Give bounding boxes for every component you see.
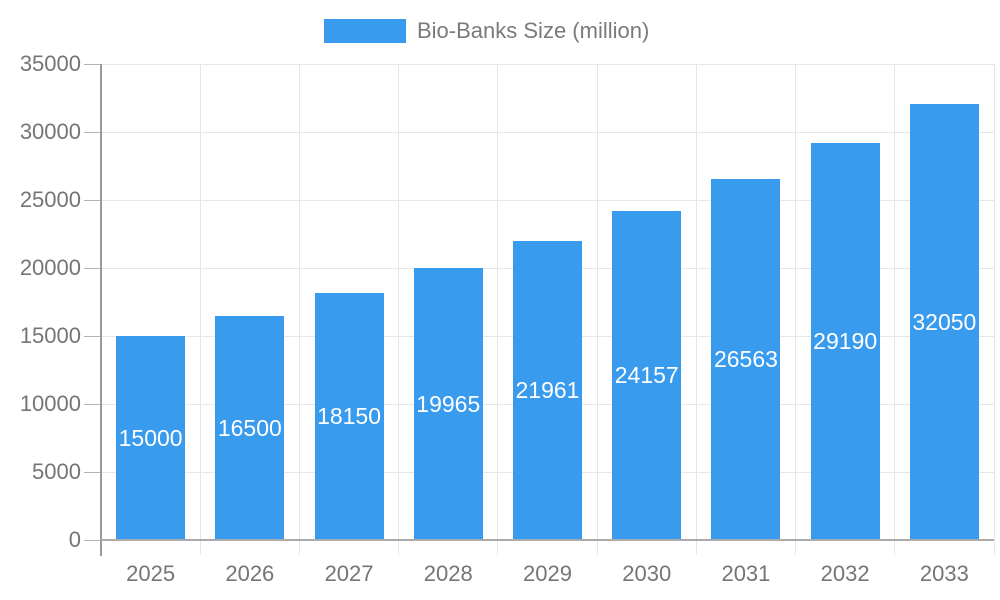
x-axis-tick-label: 2031 (721, 561, 771, 586)
y-axis-tick-label: 10000 (19, 391, 81, 416)
x-axis-tick-label: 2027 (324, 561, 374, 586)
gridline-vertical (596, 64, 598, 555)
bar-value-label: 24157 (614, 362, 679, 388)
gridline-vertical (398, 64, 400, 555)
legend-swatch (324, 19, 406, 43)
gridline-horizontal (101, 199, 994, 201)
bar[interactable]: 26563 (711, 179, 781, 540)
bar-value-label: 19965 (416, 390, 481, 417)
x-axis-tick-label: 2029 (523, 561, 572, 586)
bar[interactable]: 16500 (215, 316, 285, 540)
gridline-vertical (894, 64, 896, 555)
gridline-vertical (497, 64, 499, 555)
gridline-vertical (993, 64, 995, 555)
y-axis-tick (84, 403, 101, 405)
y-axis-tick-label: 35000 (19, 51, 81, 76)
y-axis-line (100, 64, 102, 556)
x-axis-tick-label: 2028 (423, 561, 473, 586)
gridline-vertical (199, 64, 201, 555)
y-axis-tick-label: 0 (68, 527, 81, 552)
x-axis-baseline (101, 539, 994, 541)
y-axis-tick (84, 131, 101, 133)
bar[interactable]: 29190 (810, 143, 880, 540)
bar[interactable]: 15000 (116, 336, 186, 540)
legend[interactable]: Bio-Banks Size (million) (324, 18, 649, 44)
bar-value-label: 16500 (217, 414, 282, 441)
bar-value-label: 18150 (317, 403, 382, 429)
gridline-vertical (695, 64, 697, 555)
bar[interactable]: 21961 (513, 241, 582, 540)
bar-value-label: 29190 (813, 328, 878, 354)
x-axis-tick-label: 2033 (919, 561, 969, 586)
bar[interactable]: 32050 (909, 104, 979, 540)
x-axis-tick-label: 2032 (820, 561, 870, 586)
gridline-horizontal (101, 63, 994, 65)
gridline-horizontal (101, 131, 994, 133)
y-axis-tick (84, 199, 101, 201)
plot-area: 0 5000 10000 15000 20000 25000 30000 35000 15000… (20, 51, 995, 586)
y-axis-tick-label: 20000 (19, 255, 81, 280)
x-axis-tick-label: 2026 (225, 561, 275, 586)
bar-value-label: 26563 (713, 346, 778, 372)
bar[interactable]: 24157 (612, 211, 682, 540)
y-axis-tick (84, 335, 101, 337)
legend-label: Bio-Banks Size (million) (417, 18, 650, 43)
x-axis-tick-label: 2025 (126, 561, 176, 586)
x-axis-tick-label: 2030 (622, 561, 672, 586)
y-axis-tick-label: 25000 (19, 187, 81, 212)
y-axis-tick-label: 15000 (19, 323, 81, 348)
bar[interactable]: 19965 (413, 268, 483, 540)
y-axis-tick (84, 539, 101, 541)
y-axis-tick (84, 63, 101, 65)
y-axis-tick-label: 30000 (19, 119, 81, 144)
y-axis-tick (84, 267, 101, 269)
bar-value-label: 21961 (515, 377, 580, 403)
gridline-vertical (298, 64, 300, 555)
gridline-vertical (795, 64, 797, 555)
y-axis-tick (84, 471, 101, 473)
bar[interactable]: 18150 (314, 293, 384, 540)
bar-value-label: 15000 (118, 424, 183, 451)
y-axis-tick-label: 5000 (32, 459, 81, 484)
bar-value-label: 32050 (912, 308, 977, 335)
